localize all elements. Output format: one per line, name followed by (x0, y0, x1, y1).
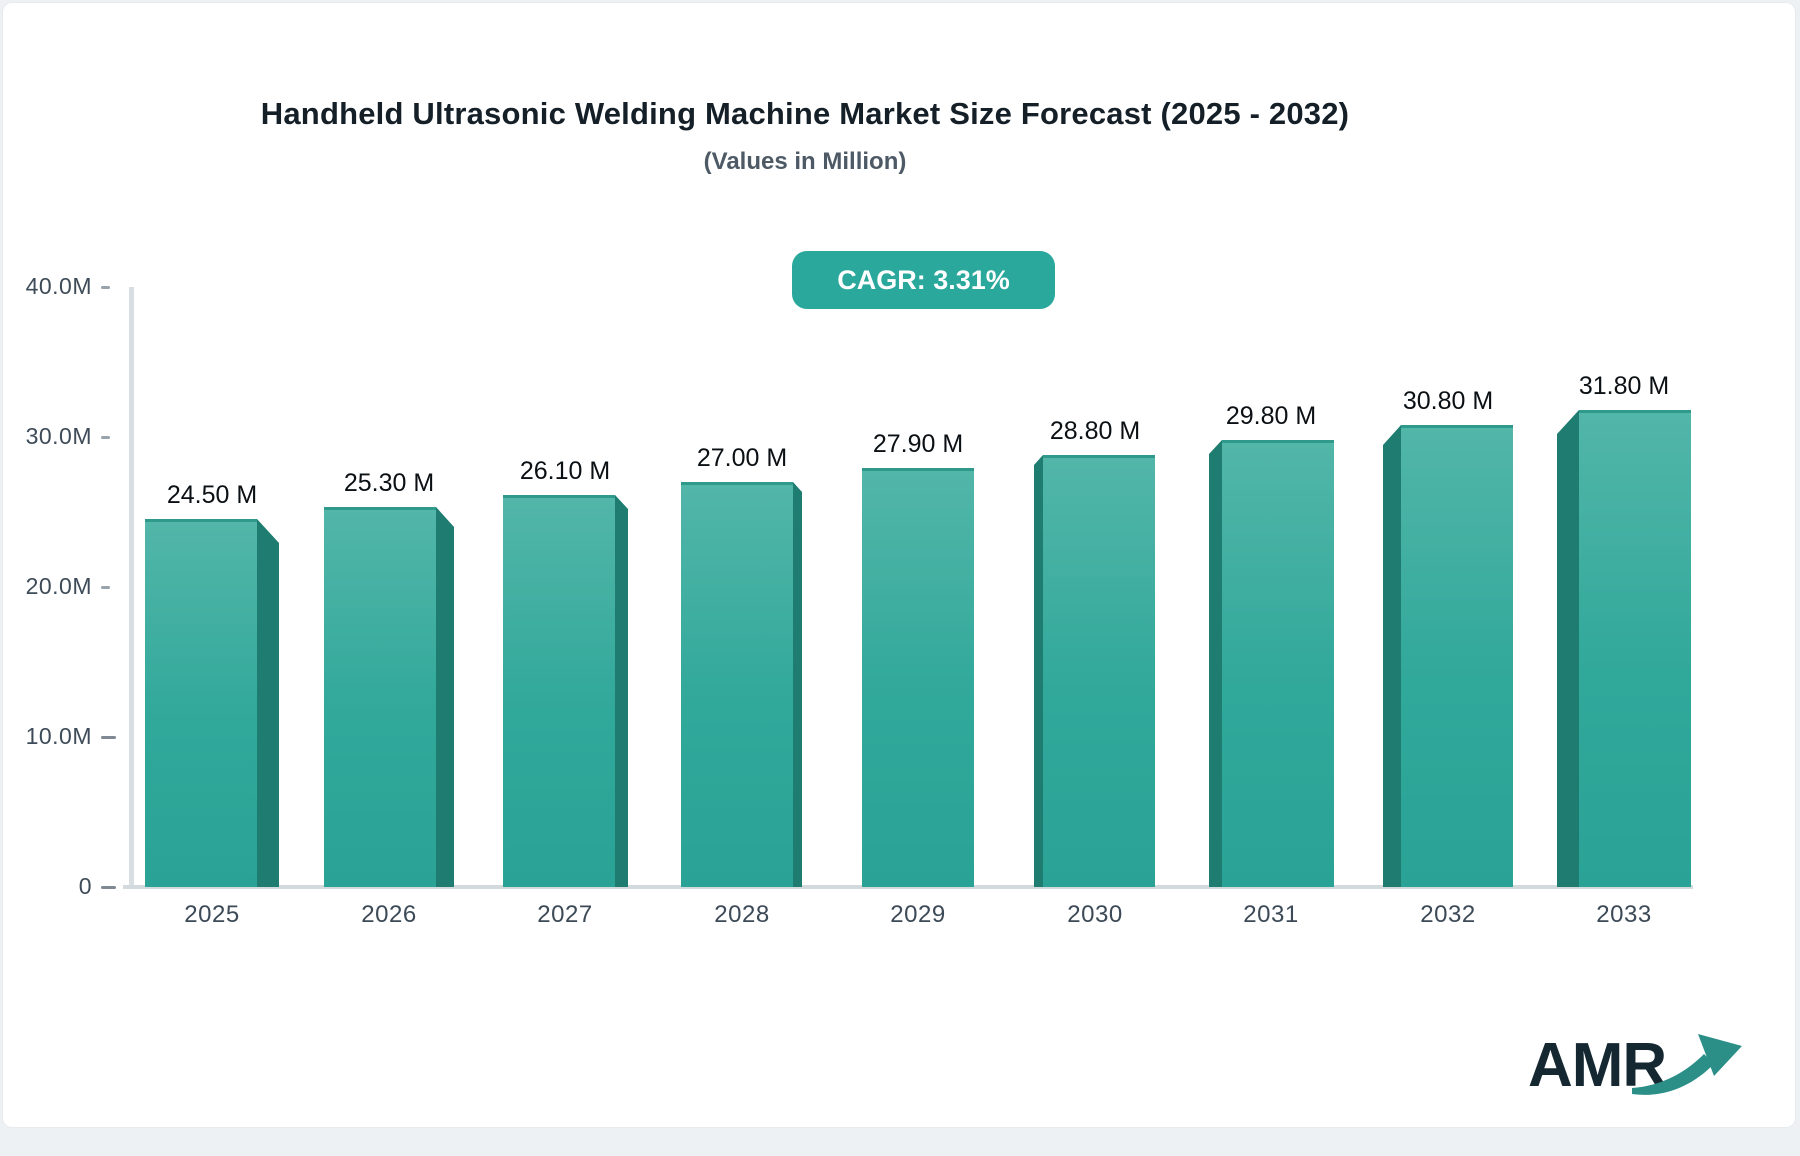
bar (1557, 410, 1691, 887)
bar-face (1043, 455, 1155, 887)
bar-side-face (257, 519, 279, 887)
bar-value-label: 25.30 M (343, 469, 435, 497)
bar-value-label: 24.50 M (166, 481, 258, 509)
x-tick-label: 2029 (890, 901, 946, 928)
amr-logo: AMR (1528, 1028, 1742, 1112)
bar (503, 495, 628, 887)
bar-value-label: 28.80 M (1049, 417, 1141, 445)
bar-value-label: 29.80 M (1225, 402, 1317, 430)
bar-side-face (1383, 425, 1401, 887)
bar-value-label: 30.80 M (1402, 387, 1494, 415)
bar-face (1579, 410, 1691, 887)
bar (1383, 425, 1513, 887)
bar (324, 507, 454, 887)
bar-face (324, 507, 436, 887)
bar (1209, 440, 1334, 887)
y-tick-label: 0 (78, 873, 92, 899)
growth-arrow-icon (1632, 1034, 1742, 1095)
y-tick-label: 40.0M (25, 273, 92, 299)
y-tick-mark (101, 886, 116, 889)
bar-side-face (1034, 455, 1043, 887)
bar-face (681, 482, 793, 887)
x-tick-label: 2028 (714, 901, 770, 928)
x-tick-label: 2027 (537, 901, 593, 928)
x-tick-label: 2026 (361, 901, 417, 928)
cagr-badge: CAGR: 3.31% (792, 251, 1055, 309)
x-tick-label: 2025 (184, 901, 240, 928)
y-tick-mark (101, 286, 110, 289)
y-tick-mark (101, 736, 116, 739)
bar-face (1222, 440, 1334, 887)
bar-value-label: 26.10 M (519, 457, 611, 485)
bar (145, 519, 279, 887)
y-tick-mark (101, 436, 110, 439)
y-tick-mark (101, 586, 110, 589)
x-tick-label: 2031 (1243, 901, 1299, 928)
bar (681, 482, 802, 887)
chart-title: Handheld Ultrasonic Welding Machine Mark… (260, 96, 1350, 131)
chart-subtitle: (Values in Million) (703, 148, 907, 175)
bar-face (145, 519, 257, 887)
x-tick-label: 2030 (1067, 901, 1123, 928)
y-axis-line (129, 287, 134, 887)
bar-side-face (793, 482, 802, 887)
bar-side-face (1209, 440, 1222, 887)
y-tick-label: 30.0M (25, 423, 92, 449)
bar-value-label: 31.80 M (1578, 372, 1670, 400)
y-tick-label: 10.0M (25, 723, 92, 749)
x-axis-baseline (123, 885, 1693, 889)
bar-value-label: 27.00 M (696, 444, 788, 472)
x-tick-label: 2033 (1596, 901, 1652, 928)
y-tick-label: 20.0M (25, 573, 92, 599)
bar-face (862, 468, 974, 887)
bar-side-face (615, 495, 628, 887)
bar (1034, 455, 1155, 887)
bar-side-face (1557, 410, 1579, 887)
bar-side-face (436, 507, 454, 887)
bar-face (503, 495, 615, 887)
bar-value-label: 27.90 M (872, 430, 964, 458)
x-tick-label: 2032 (1420, 901, 1476, 928)
bar (862, 468, 974, 887)
bar-face (1401, 425, 1513, 887)
